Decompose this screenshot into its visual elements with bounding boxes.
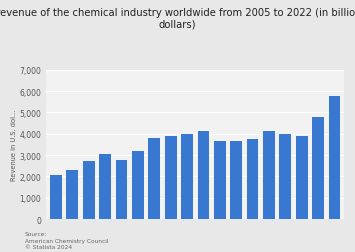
- Bar: [181, 134, 193, 219]
- Bar: [83, 162, 95, 219]
- Bar: [296, 136, 308, 219]
- Text: Source:
American Chemistry Council
© Statista 2024: Source: American Chemistry Council © Sta…: [25, 231, 108, 249]
- Bar: [50, 176, 62, 219]
- Bar: [66, 171, 78, 219]
- Bar: [214, 141, 226, 219]
- Bar: [99, 154, 111, 219]
- Y-axis label: Revenue in U.S. dol...: Revenue in U.S. dol...: [11, 109, 17, 180]
- Bar: [165, 136, 176, 219]
- Bar: [197, 131, 209, 219]
- Bar: [329, 97, 340, 219]
- Text: Total revenue of the chemical industry worldwide from 2005 to 2022 (in billion U: Total revenue of the chemical industry w…: [0, 8, 355, 29]
- Bar: [279, 134, 291, 219]
- Bar: [116, 161, 127, 219]
- Bar: [148, 139, 160, 219]
- Bar: [263, 131, 275, 219]
- Bar: [132, 151, 144, 219]
- Bar: [247, 139, 258, 219]
- Bar: [230, 142, 242, 219]
- Bar: [312, 117, 324, 219]
